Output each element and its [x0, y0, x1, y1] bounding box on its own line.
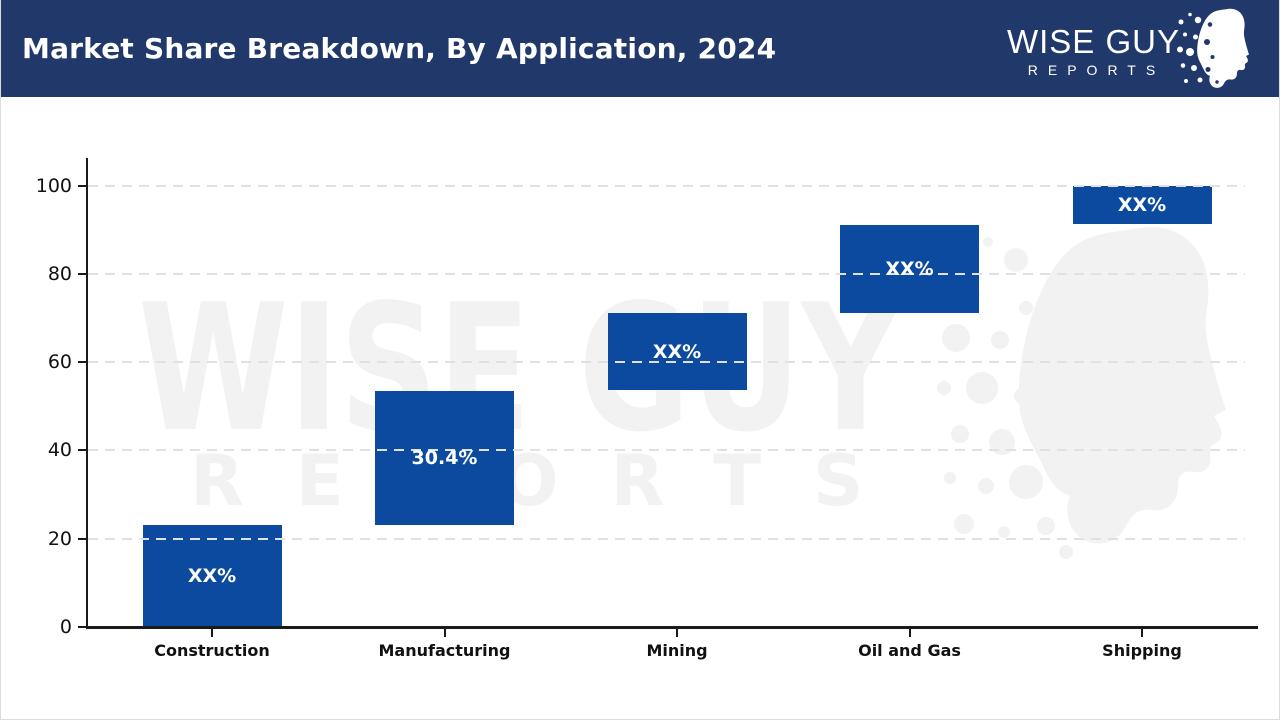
- bar-label-construction: XX%: [187, 565, 237, 588]
- watermark-text-line2: REPORTS: [190, 440, 916, 522]
- x-tick-mining: [676, 629, 678, 637]
- bar-construction: [142, 525, 282, 627]
- bar-label-manufacturing: 30.4%: [411, 447, 478, 470]
- bar-mining: [607, 313, 747, 390]
- bar-label-oil-and-gas: XX%: [885, 257, 934, 280]
- y-tick-label-80: 80: [47, 262, 72, 285]
- page-title: Market Share Breakdown, By Application, …: [22, 32, 777, 65]
- x-axis-line: [86, 626, 1258, 629]
- y-tick-100: [78, 184, 86, 187]
- gridline-60: [88, 361, 1245, 364]
- gridline-40: [88, 449, 1245, 452]
- y-tick-60: [78, 361, 86, 364]
- brand-subname: REPORTS: [1027, 61, 1166, 78]
- y-tick-20: [78, 537, 86, 540]
- x-tick-label-manufacturing: Manufacturing: [378, 641, 511, 660]
- watermark-text-line1: WISE GUY: [138, 268, 901, 471]
- gridline-80: [88, 272, 1245, 275]
- y-axis-line: [86, 158, 88, 628]
- brand-text: WISE GUY REPORTS: [1007, 23, 1180, 78]
- y-tick-label-20: 20: [47, 527, 72, 550]
- watermark-head-silhouette: [1018, 227, 1226, 544]
- x-tick-label-mining: Mining: [646, 641, 708, 660]
- bar-label-shipping: XX%: [1117, 193, 1167, 216]
- gridline-100: [88, 184, 1245, 187]
- x-tick-label-oil-and-gas: Oil and Gas: [858, 641, 961, 660]
- y-tick-80: [78, 272, 86, 275]
- bar-shipping: [1072, 185, 1212, 224]
- bar-label-mining: XX%: [652, 340, 702, 363]
- y-tick-40: [78, 449, 86, 452]
- y-tick-label-0: 0: [59, 616, 72, 638]
- brand-logo: WISE GUY REPORTS: [1007, 5, 1262, 95]
- brand-face-icon: [1177, 8, 1249, 88]
- x-tick-label-shipping: Shipping: [1102, 641, 1182, 660]
- bar-oil-and-gas: [840, 224, 979, 314]
- bar-manufacturing: [375, 391, 514, 526]
- x-tick-manufacturing: [443, 629, 446, 637]
- x-tick-construction: [211, 629, 213, 637]
- watermark-face-dots: [937, 227, 1226, 559]
- brand-name: WISE GUY: [1006, 22, 1180, 60]
- x-tick-oil-and-gas: [908, 629, 911, 637]
- header: Market Share Breakdown, By Application, …: [0, 0, 1280, 97]
- gridline-20: [88, 537, 1245, 540]
- x-tick-shipping: [1141, 629, 1143, 637]
- y-tick-label-60: 60: [47, 351, 72, 374]
- x-tick-label-construction: Construction: [154, 641, 270, 660]
- y-tick-label-100: 100: [35, 174, 72, 197]
- y-tick-0: [78, 626, 86, 628]
- y-tick-label-40: 40: [47, 439, 72, 462]
